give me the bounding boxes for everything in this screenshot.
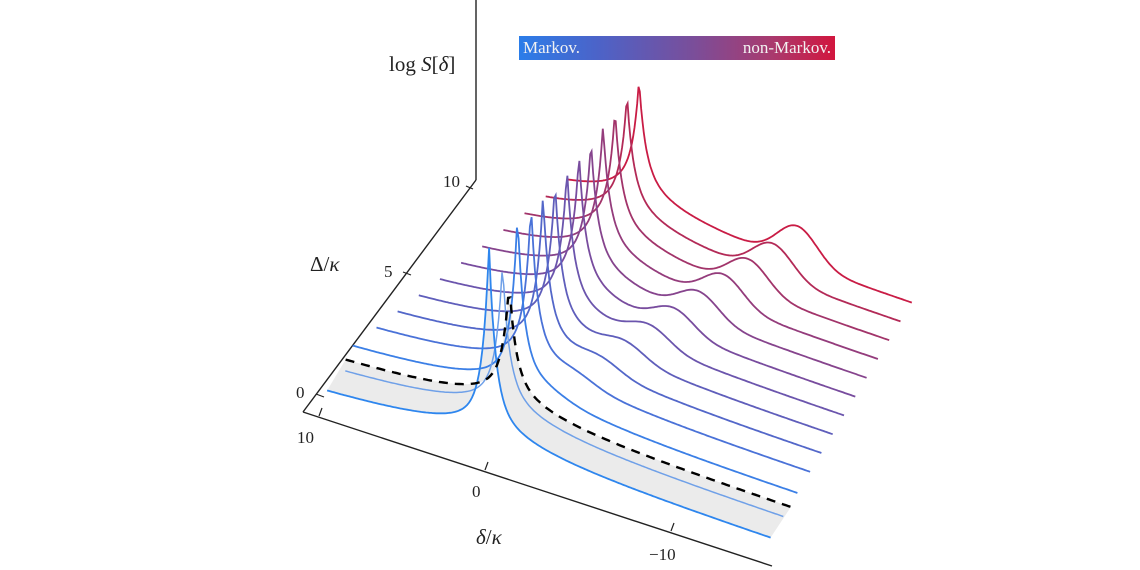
spectrum-curve [503, 128, 879, 360]
tick-delta-0 [315, 393, 325, 398]
spectrum-curve [418, 191, 833, 436]
spectrum-curve [326, 247, 771, 539]
spectrum-curve [524, 119, 890, 342]
tick-label-detuning-10: 10 [297, 428, 314, 447]
spectrum-curve [439, 175, 845, 417]
spectrum-curve [376, 217, 811, 473]
tick-detuning-0 [484, 461, 489, 471]
spectra-curves [326, 86, 913, 539]
detuning-axis-label: δ/κ [476, 525, 503, 549]
spectrum-curve [397, 200, 822, 454]
tick-delta-10 [465, 185, 474, 190]
tick-label-delta-0: 0 [296, 383, 305, 402]
z-axis-label: log S[δ] [389, 52, 455, 76]
spectrum-curve [545, 100, 901, 323]
axes: 10 5 0 10 0 −10 log S[δ] Δ/κ δ/κ [296, 0, 773, 567]
tick-label-detuning-m10: −10 [649, 545, 676, 564]
delta-axis-label: Δ/κ [310, 252, 340, 276]
tick-label-detuning-0: 0 [472, 482, 481, 501]
tick-label-delta-10: 10 [443, 172, 460, 191]
tick-delta-5 [402, 271, 412, 276]
spectrum-curve [352, 227, 798, 494]
shaded-region [327, 247, 791, 538]
tick-detuning-10 [318, 407, 323, 417]
spectrum-curve [345, 272, 784, 518]
tick-label-delta-5: 5 [384, 262, 393, 281]
legend-non-markov-label: non-Markov. [742, 38, 831, 57]
spectrum-curve [482, 147, 867, 379]
tick-detuning-m10 [670, 522, 675, 532]
spectrum-curve [566, 86, 913, 304]
detuning-axis [302, 411, 773, 567]
delta-axis [302, 179, 477, 413]
legend-markov-label: Markov. [523, 38, 580, 57]
colorbar-legend: Markov. non-Markov. [519, 36, 835, 60]
